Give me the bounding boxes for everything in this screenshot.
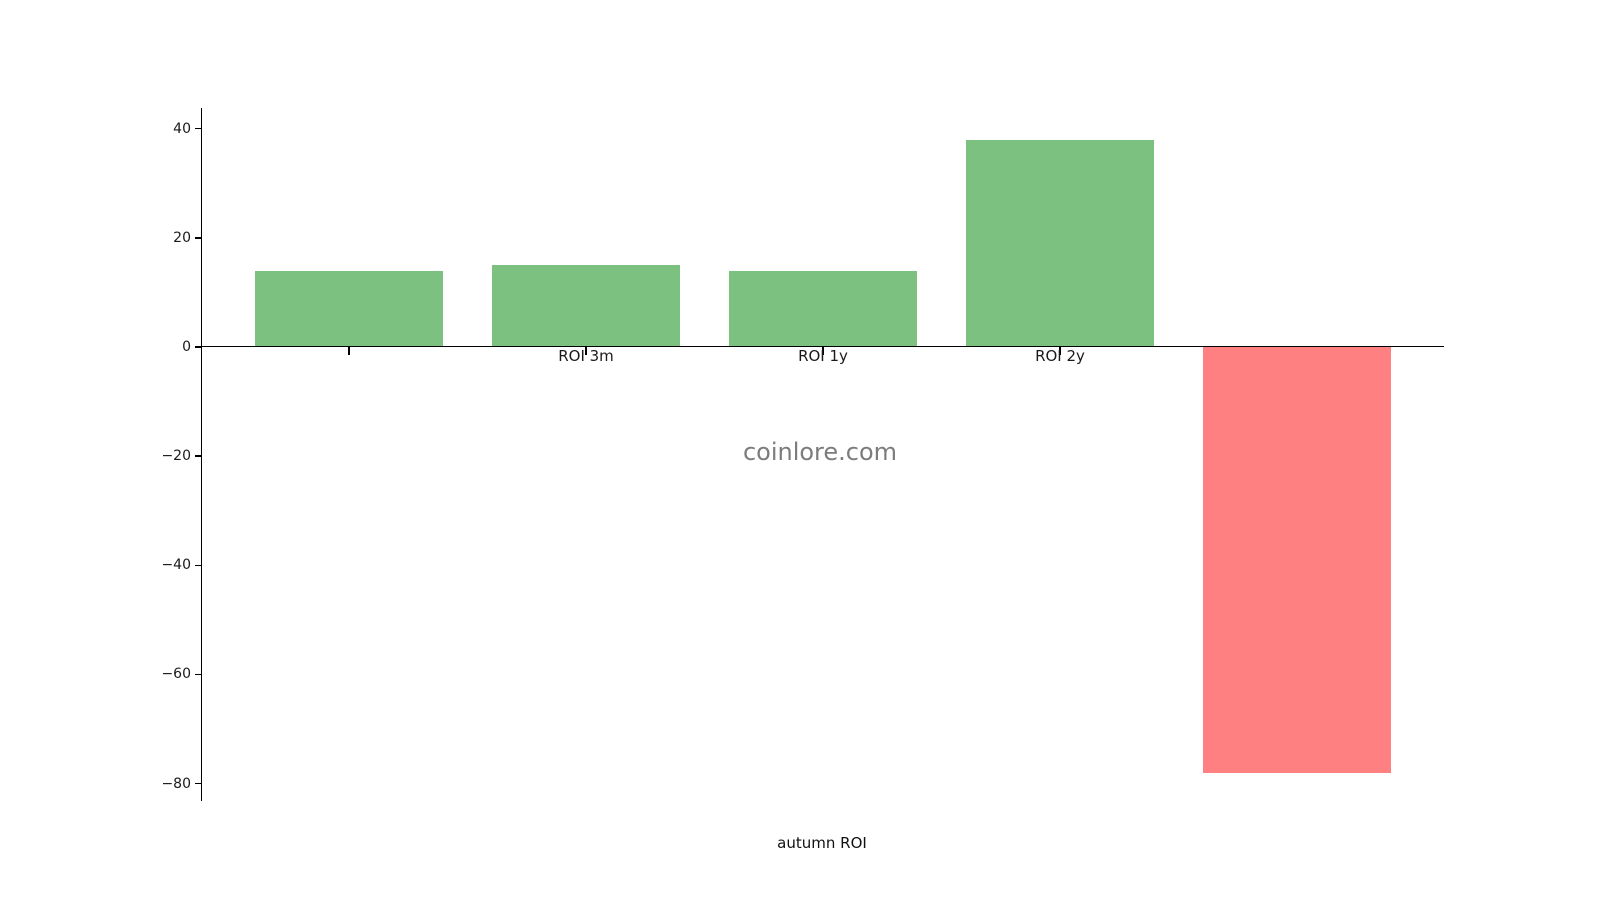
y-tick-label: 40 <box>173 120 191 137</box>
x-tick-label: ROI 3m <box>558 347 614 365</box>
x-tick-line <box>1059 347 1061 355</box>
y-tick-label: −80 <box>161 775 191 792</box>
x-axis-zero-line <box>202 346 1444 348</box>
y-tick-label: −40 <box>161 557 191 574</box>
x-tick-line <box>585 347 587 355</box>
y-tick-line <box>195 237 202 239</box>
bar-roi-2y <box>966 139 1154 347</box>
y-tick-label: 20 <box>173 229 191 246</box>
x-tick-line <box>822 347 824 355</box>
bar-unlabeled-4 <box>1203 347 1391 773</box>
y-tick-label: 0 <box>182 339 191 355</box>
y-tick-line <box>195 455 202 457</box>
x-tick-line <box>348 347 350 355</box>
y-tick-label: −20 <box>161 448 191 465</box>
y-axis-spine <box>201 108 203 801</box>
y-tick-line <box>195 673 202 676</box>
y-tick-line <box>195 346 202 348</box>
y-tick-line <box>195 127 202 130</box>
x-tick-label: ROI 1y <box>798 347 848 365</box>
y-tick-line <box>195 782 202 785</box>
watermark: coinlore.com <box>742 438 898 466</box>
y-tick-label: −60 <box>161 666 191 683</box>
x-axis-title: autumn ROI <box>777 834 867 852</box>
bar-unlabeled-0 <box>255 270 443 347</box>
x-tick-label: ROI 2y <box>1035 347 1085 365</box>
bar-roi-3m <box>492 265 680 347</box>
bar-roi-1y <box>729 270 917 347</box>
y-tick-line <box>195 564 202 566</box>
